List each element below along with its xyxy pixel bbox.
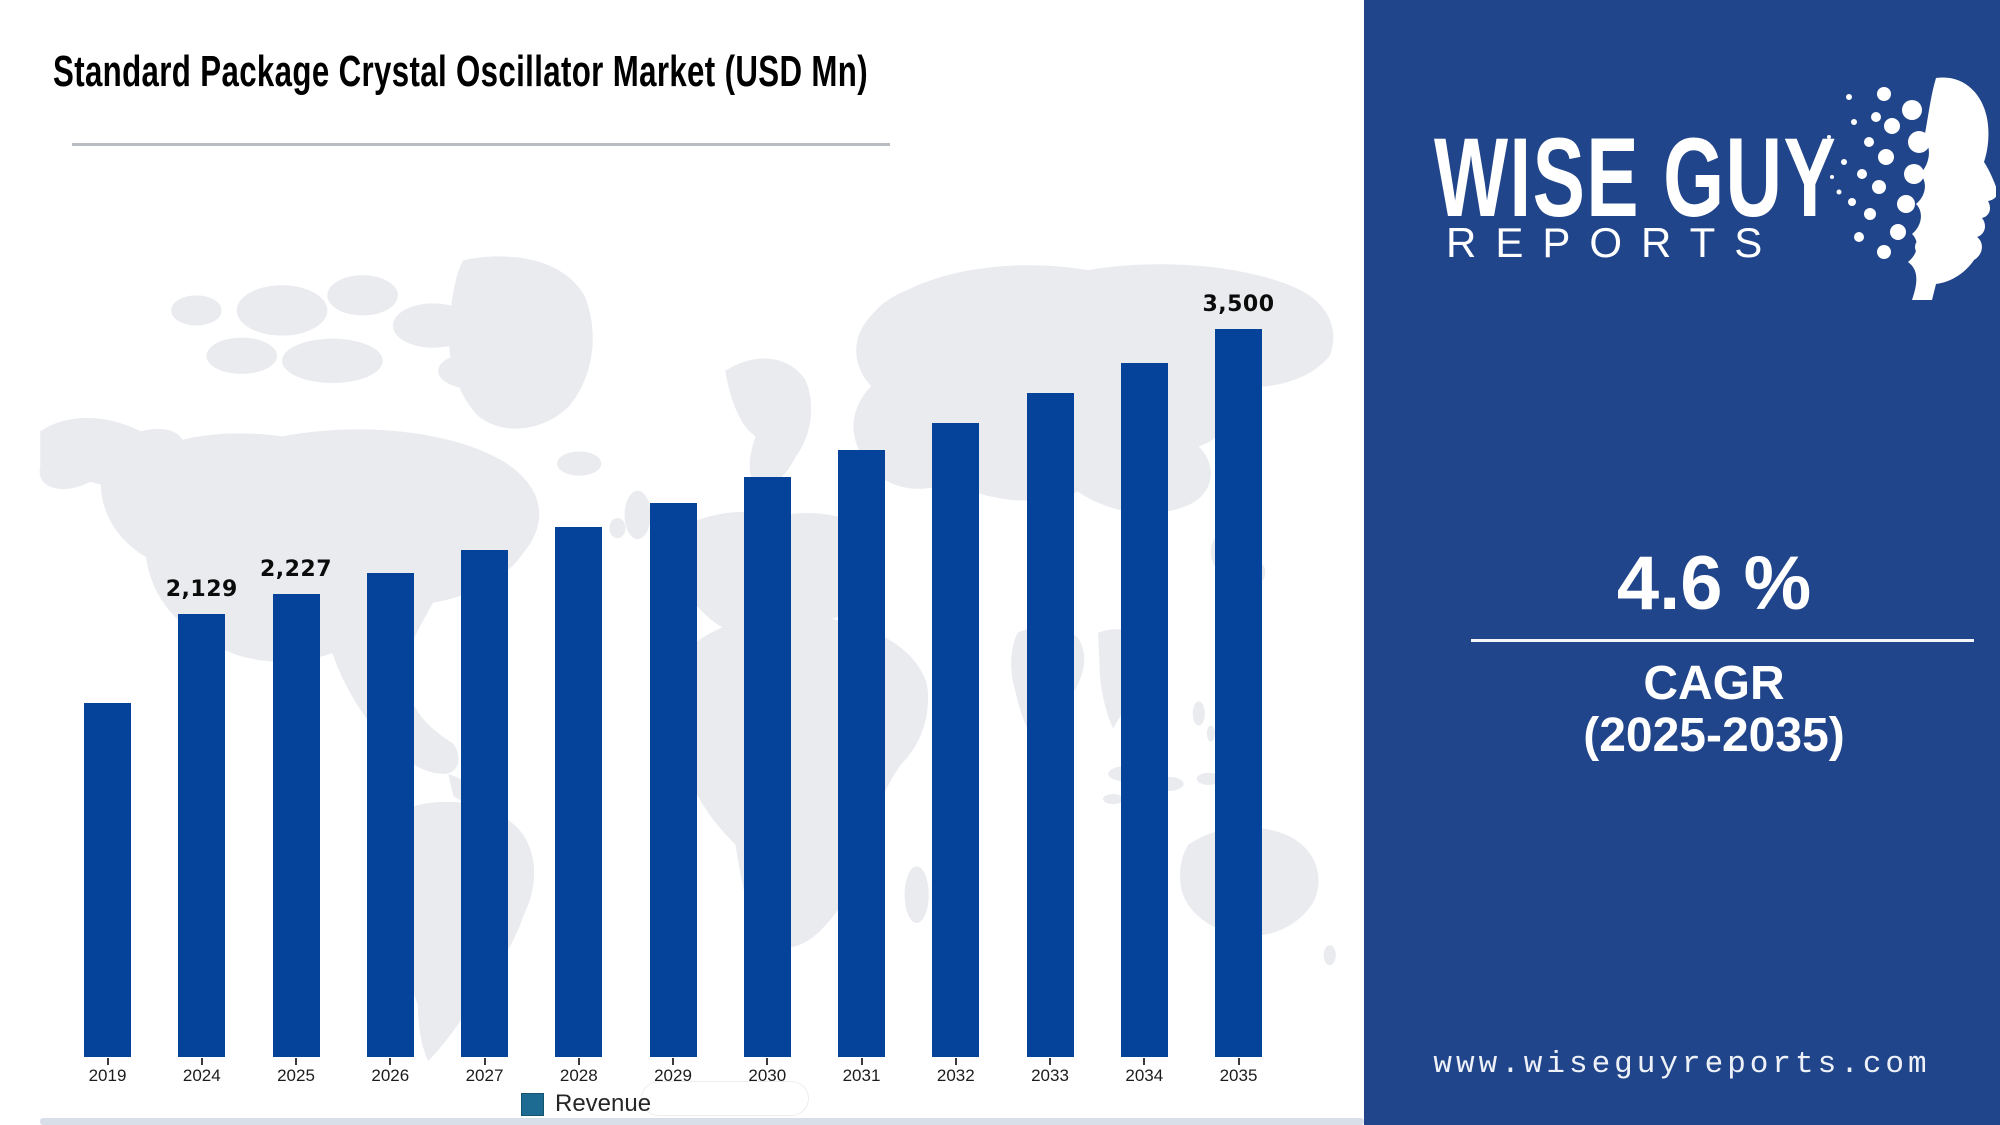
website-url: www.wiseguyreports.com — [1433, 1047, 1931, 1082]
axis-tick-2029 — [672, 1058, 674, 1065]
cagr-period: (2025-2035) — [1583, 709, 1845, 762]
bottom-strip — [40, 1118, 1364, 1125]
axis-tick-2026 — [389, 1058, 392, 1065]
sidebar: WISE GUY REPORTS 4.6 % CAGR (2025-2035) … — [1364, 0, 2000, 1125]
chart-layer: 2019 2024 2,129 2025 2,227 2026 2027 2028 2029 20… — [84, 292, 1275, 1085]
bar-2029 — [649, 503, 697, 1057]
chart-panel: Standard Package Crystal Oscillator Mark… — [39, 47, 1364, 1125]
bar-2034 — [1120, 363, 1168, 1057]
axis-tick-2035 — [1237, 1058, 1240, 1065]
bar-2031 — [838, 450, 885, 1057]
bar-2024 — [178, 614, 226, 1057]
axis-tick-2034 — [1143, 1058, 1146, 1065]
axis-year-label-2028: 2028 — [559, 1066, 598, 1085]
axis-tick-2030 — [766, 1058, 769, 1065]
bar-2033 — [1026, 393, 1074, 1057]
axis-tick-2019 — [106, 1058, 109, 1065]
brand-wordmark: WISE GUY — [1434, 115, 1838, 240]
bar-2025 — [272, 594, 320, 1057]
axis-year-label-2019: 2019 — [88, 1066, 127, 1085]
cagr-label: CAGR — [1643, 657, 1785, 710]
bar-value-label-2035: 3,500 — [1202, 292, 1275, 317]
chart-title: Standard Package Crystal Oscillator Mark… — [53, 47, 868, 96]
dotted-head-logo-icon — [1827, 77, 1996, 300]
bar-2027 — [461, 550, 508, 1057]
bar-2028 — [555, 527, 603, 1057]
axis-tick-2031 — [860, 1058, 863, 1065]
axis-year-label-2025: 2025 — [277, 1066, 315, 1085]
stat-divider — [1471, 639, 1974, 642]
bar-2026 — [366, 573, 414, 1057]
brand-wordmark-sub: REPORTS — [1446, 219, 1782, 266]
bar-value-label-2024: 2,129 — [165, 577, 238, 602]
axis-year-label-2024: 2024 — [182, 1066, 221, 1085]
axis-year-label-2029: 2029 — [654, 1066, 692, 1085]
axis-year-label-2027: 2027 — [465, 1066, 504, 1085]
axis-tick-2024 — [200, 1058, 203, 1065]
axis-year-label-2035: 2035 — [1219, 1066, 1258, 1085]
axis-tick-2025 — [295, 1058, 297, 1065]
bar-2035 — [1215, 329, 1262, 1057]
axis-tick-2027 — [483, 1058, 486, 1065]
cagr-value: 4.6 % — [1616, 541, 1812, 626]
axis-tick-2033 — [1049, 1058, 1051, 1065]
axis-tick-2028 — [577, 1058, 580, 1065]
legend-revenue-label: Revenue — [555, 1090, 652, 1117]
bar-value-label-2025: 2,227 — [259, 557, 333, 582]
bar-2019 — [84, 703, 131, 1057]
legend-background-pill — [642, 1082, 808, 1115]
axis-year-label-2026: 2026 — [371, 1066, 410, 1085]
axis-year-label-2032: 2032 — [936, 1066, 975, 1085]
bar-2030 — [743, 477, 791, 1057]
axis-year-label-2030: 2030 — [748, 1066, 787, 1085]
bar-2032 — [932, 423, 980, 1057]
axis-tick-2032 — [954, 1058, 957, 1065]
axis-year-label-2034: 2034 — [1125, 1066, 1164, 1085]
title-underline — [72, 143, 890, 146]
axis-year-label-2033: 2033 — [1031, 1066, 1069, 1085]
axis-year-label-2031: 2031 — [842, 1066, 881, 1085]
chart-legend: Revenue — [521, 1090, 651, 1118]
legend-revenue-swatch — [521, 1092, 544, 1116]
